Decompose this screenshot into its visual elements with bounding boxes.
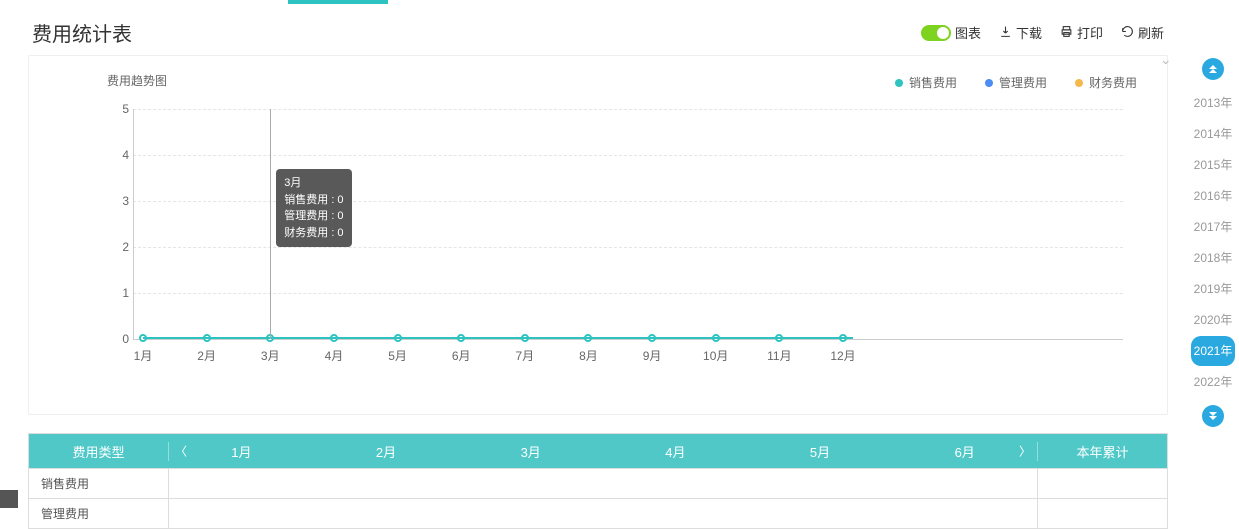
year-item[interactable]: 2019年	[1191, 274, 1235, 304]
year-list: 2013年2014年2015年2016年2017年2018年2019年2020年…	[1191, 88, 1235, 397]
x-tick-label: 5月	[388, 347, 407, 364]
th-month: 1月	[169, 442, 314, 461]
toolbar: 图表 下载 打印 刷新	[921, 23, 1164, 42]
table-body: 销售费用管理费用	[29, 468, 1167, 528]
year-scroll-up-icon[interactable]	[1202, 58, 1224, 80]
th-month: 3月	[458, 442, 603, 461]
year-rail: 2013年2014年2015年2016年2017年2018年2019年2020年…	[1191, 58, 1235, 427]
td-total	[1037, 469, 1167, 498]
print-button[interactable]: 打印	[1060, 23, 1103, 42]
y-tick-label: 3	[113, 194, 129, 208]
year-item[interactable]: 2017年	[1191, 212, 1235, 242]
th-month: 5月	[748, 442, 893, 461]
x-tick-label: 1月	[134, 347, 153, 364]
x-tick-label: 9月	[643, 347, 662, 364]
header: 费用统计表 图表 下载 打印 刷新	[28, 18, 1168, 47]
chart-container: 费用趋势图 销售费用管理费用财务费用 0123451月2月3月4月5月6月7月8…	[28, 55, 1168, 415]
table-row: 销售费用	[29, 468, 1167, 498]
tooltip-line: 财务费用 : 0	[284, 225, 343, 242]
y-tick-label: 2	[113, 240, 129, 254]
legend-item[interactable]: 管理费用	[985, 74, 1047, 91]
hover-guideline	[270, 109, 271, 339]
x-axis-line	[133, 339, 1123, 340]
tooltip-title: 3月	[284, 175, 343, 192]
page-title: 费用统计表	[32, 18, 132, 47]
chart-canvas: 0123451月2月3月4月5月6月7月8月9月10月11月12月3月销售费用 …	[133, 109, 1123, 389]
download-label: 下载	[1016, 23, 1042, 42]
tooltip-line: 管理费用 : 0	[284, 208, 343, 225]
year-item[interactable]: 2022年	[1191, 367, 1235, 397]
corner-grip-icon	[0, 490, 18, 508]
th-months-zone: 〈 〉 1月2月3月4月5月6月	[169, 442, 1037, 461]
x-tick-label: 3月	[261, 347, 280, 364]
legend-label: 财务费用	[1089, 74, 1137, 91]
chart-toggle-label: 图表	[955, 23, 981, 42]
tooltip-line: 销售费用 : 0	[284, 192, 343, 209]
year-item[interactable]: 2013年	[1191, 88, 1235, 118]
year-item[interactable]: 2014年	[1191, 119, 1235, 149]
x-tick-label: 11月	[767, 347, 791, 364]
x-tick-label: 7月	[515, 347, 534, 364]
download-button[interactable]: 下载	[999, 23, 1042, 42]
series-line	[143, 337, 853, 339]
th-total: 本年累计	[1037, 442, 1167, 461]
print-label: 打印	[1077, 23, 1103, 42]
legend-label: 管理费用	[999, 74, 1047, 91]
refresh-button[interactable]: 刷新	[1121, 23, 1164, 42]
td-type: 销售费用	[29, 469, 169, 498]
legend-item[interactable]: 财务费用	[1075, 74, 1137, 91]
x-tick-label: 8月	[579, 347, 598, 364]
download-icon	[999, 25, 1012, 41]
legend-dot-icon	[895, 79, 903, 87]
y-gridline	[133, 293, 1123, 294]
chart-toggle[interactable]: 图表	[921, 23, 981, 42]
th-month: 2月	[314, 442, 459, 461]
toggle-switch-icon	[921, 25, 951, 41]
th-month: 6月	[892, 442, 1037, 461]
th-month: 4月	[603, 442, 748, 461]
y-gridline	[133, 247, 1123, 248]
legend-label: 销售费用	[909, 74, 957, 91]
year-item[interactable]: 2016年	[1191, 181, 1235, 211]
legend-dot-icon	[1075, 79, 1083, 87]
chart-tooltip: 3月销售费用 : 0管理费用 : 0财务费用 : 0	[276, 169, 351, 247]
year-item[interactable]: 2020年	[1191, 305, 1235, 335]
refresh-label: 刷新	[1138, 23, 1164, 42]
y-tick-label: 5	[113, 102, 129, 116]
y-gridline	[133, 109, 1123, 110]
expense-table: 费用类型 〈 〉 1月2月3月4月5月6月 本年累计 销售费用管理费用	[28, 433, 1168, 529]
x-tick-label: 4月	[325, 347, 344, 364]
th-type: 费用类型	[29, 442, 169, 461]
top-accent-bar	[288, 0, 388, 4]
year-item[interactable]: 2018年	[1191, 243, 1235, 273]
y-tick-label: 1	[113, 286, 129, 300]
y-gridline	[133, 155, 1123, 156]
year-scroll-down-icon[interactable]	[1202, 405, 1224, 427]
print-icon	[1060, 25, 1073, 41]
legend-dot-icon	[985, 79, 993, 87]
year-item[interactable]: 2021年	[1191, 336, 1235, 366]
table-row: 管理费用	[29, 498, 1167, 528]
x-tick-label: 6月	[452, 347, 471, 364]
y-axis-line	[133, 109, 134, 339]
x-tick-label: 10月	[703, 347, 728, 364]
refresh-icon	[1121, 25, 1134, 41]
y-tick-label: 0	[113, 332, 129, 346]
table-header-row: 费用类型 〈 〉 1月2月3月4月5月6月 本年累计	[29, 434, 1167, 468]
year-item[interactable]: 2015年	[1191, 150, 1235, 180]
chart-legend: 销售费用 管理费用 财务费用	[895, 74, 1137, 91]
y-tick-label: 4	[113, 148, 129, 162]
legend-item[interactable]: 销售费用	[895, 74, 957, 91]
x-tick-label: 2月	[197, 347, 216, 364]
panel-collapse-grip[interactable]: ›	[1159, 60, 1175, 65]
main-panel: 费用统计表 图表 下载 打印 刷新	[28, 18, 1168, 529]
x-tick-label: 12月	[830, 347, 855, 364]
